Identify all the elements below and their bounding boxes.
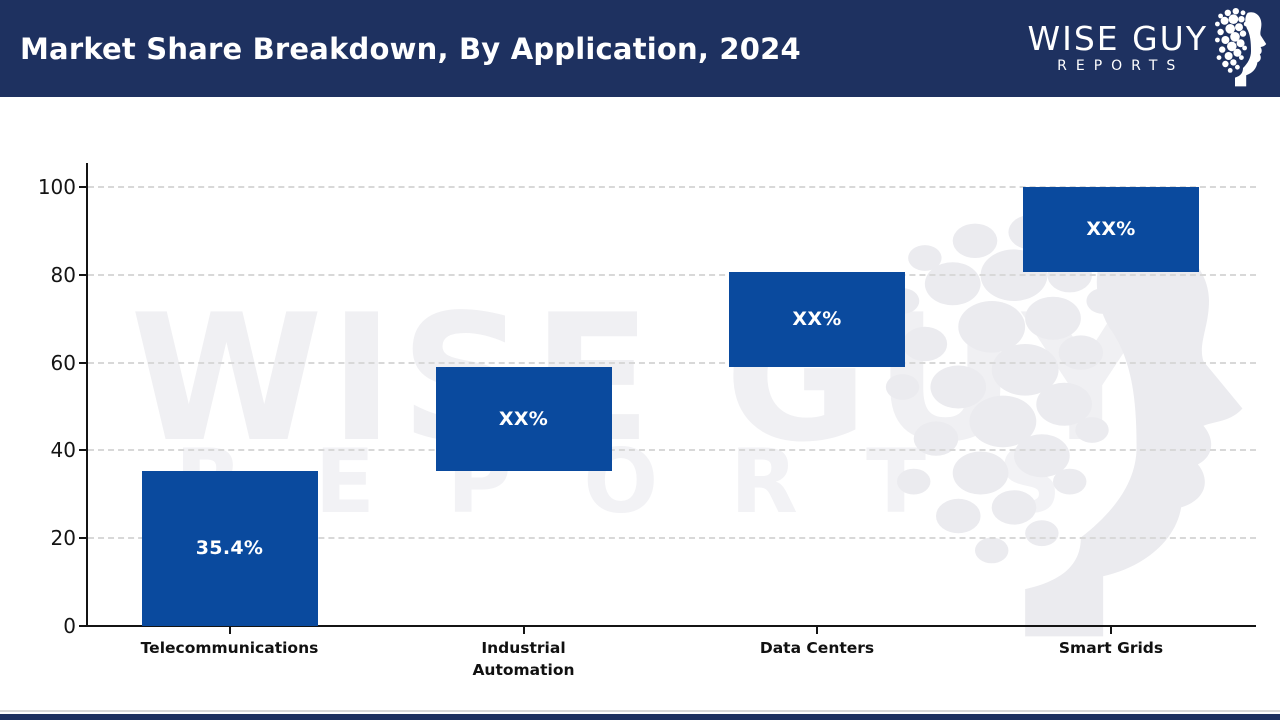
y-tick-label: 0 bbox=[63, 614, 76, 638]
gridline bbox=[88, 537, 1256, 540]
bar-segment: XX% bbox=[729, 271, 905, 367]
bar-value-label: XX% bbox=[792, 308, 842, 331]
category-label: Telecommunications bbox=[140, 639, 319, 657]
x-tick bbox=[228, 627, 231, 634]
brand-logo-text: WISE GUY REPORTS bbox=[1027, 18, 1208, 75]
gridline bbox=[88, 273, 1256, 276]
wiseguy-head-icon bbox=[1215, 8, 1267, 87]
bar-segment: XX% bbox=[1023, 187, 1199, 272]
y-tick-label: 100 bbox=[37, 175, 76, 199]
brand-name: WISE GUY bbox=[1027, 18, 1208, 58]
brand-logo: WISE GUY REPORTS bbox=[1027, 8, 1268, 88]
gridline bbox=[88, 449, 1256, 452]
category-label: Industrial Automation bbox=[472, 639, 575, 679]
gridline bbox=[88, 361, 1256, 364]
y-tick-label: 80 bbox=[50, 262, 76, 287]
y-tick bbox=[79, 273, 87, 276]
header-band: Market Share Breakdown, By Application, … bbox=[0, 0, 1280, 97]
x-tick bbox=[522, 627, 525, 634]
y-tick bbox=[79, 361, 87, 364]
y-tick-label: 60 bbox=[50, 350, 76, 375]
y-tick bbox=[79, 186, 87, 188]
y-axis-line bbox=[86, 163, 88, 627]
gridline bbox=[88, 186, 1256, 188]
x-tick bbox=[1110, 627, 1112, 634]
footer-band bbox=[0, 714, 1280, 720]
category-label: Smart Grids bbox=[1058, 639, 1164, 657]
bar-value-label: XX% bbox=[1086, 218, 1136, 241]
chart-title: Market Share Breakdown, By Application, … bbox=[20, 31, 801, 66]
category-label: Data Centers bbox=[759, 639, 875, 657]
bar-segment: 35.4% bbox=[141, 470, 318, 626]
bar-segment: XX% bbox=[435, 366, 612, 471]
bar-value-label: XX% bbox=[498, 407, 549, 430]
footer-divider bbox=[0, 710, 1280, 712]
x-axis-line bbox=[86, 625, 1256, 627]
bar-value-label: 35.4% bbox=[195, 537, 264, 560]
y-tick-label: 20 bbox=[50, 526, 76, 551]
y-tick bbox=[79, 537, 87, 540]
y-tick bbox=[79, 449, 87, 452]
x-tick bbox=[816, 627, 818, 634]
brand-subname: REPORTS bbox=[1057, 58, 1185, 75]
y-tick-label: 40 bbox=[50, 438, 76, 463]
y-tick bbox=[79, 625, 87, 627]
